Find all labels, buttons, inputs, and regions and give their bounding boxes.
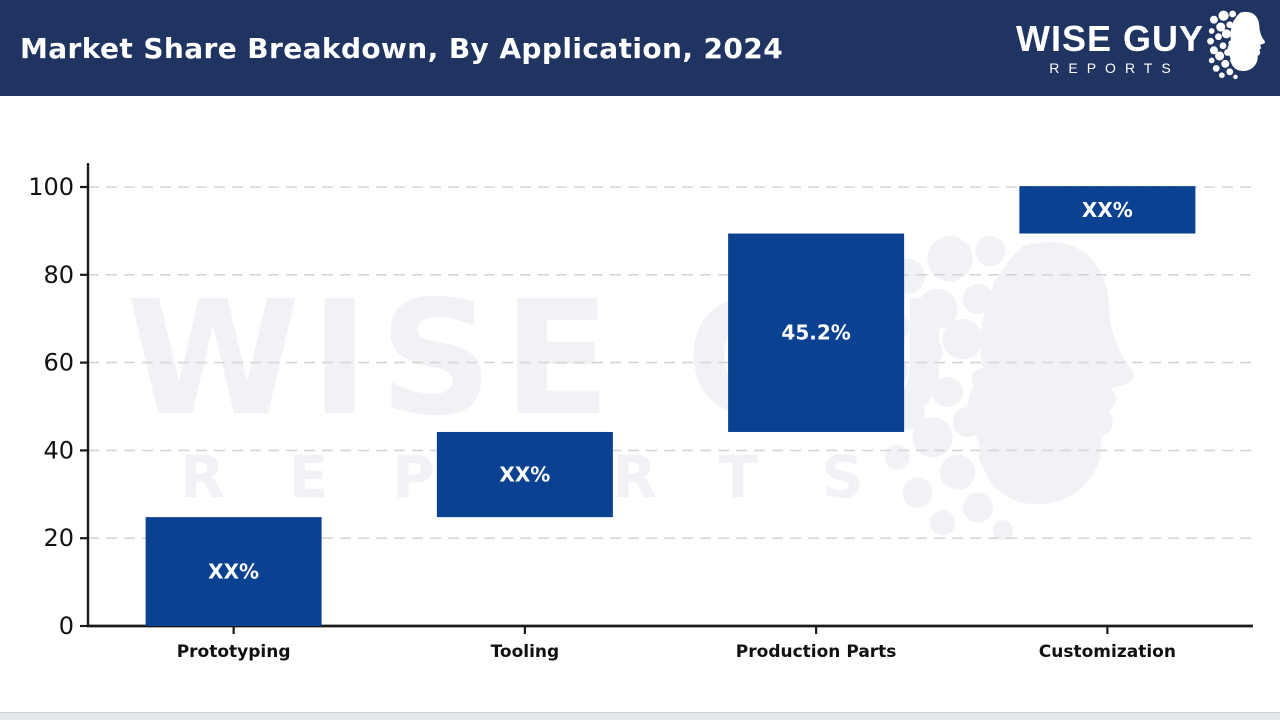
bar-label-production-parts: 45.2% (781, 321, 850, 345)
bar-tooling (436, 431, 613, 518)
y-tick-label-80: 80 (43, 261, 74, 289)
bar-label-customization: XX% (1082, 198, 1133, 222)
logo-subtext: REPORTS (1049, 60, 1180, 76)
page-title: Market Share Breakdown, By Application, … (20, 31, 784, 65)
y-tick-label-40: 40 (43, 436, 74, 464)
y-tick-label-100: 100 (28, 173, 74, 201)
logo-wordmark: WISE GUY (1015, 18, 1204, 59)
x-tick-label-prototyping: Prototyping (177, 642, 291, 662)
x-tick-label-production-parts: Production Parts (736, 642, 897, 662)
y-tick-label-20: 20 (43, 524, 74, 552)
y-tick-label-0: 0 (59, 612, 74, 640)
footer-strip (0, 712, 1280, 720)
bar-prototyping (145, 517, 322, 626)
bar-label-tooling: XX% (499, 463, 550, 487)
brand-logo: WISE GUY REPORTS (1016, 8, 1274, 88)
brand-logo-text: WISE GUY REPORTS (1015, 18, 1204, 76)
x-tick-label-tooling: Tooling (491, 642, 560, 662)
y-tick-label-60: 60 (43, 349, 74, 377)
bar-production-parts (728, 233, 905, 432)
x-tick-label-customization: Customization (1039, 642, 1176, 662)
bar-label-prototyping: XX% (208, 560, 259, 584)
header-bar: Market Share Breakdown, By Application, … (0, 0, 1280, 96)
bar-customization (1019, 186, 1196, 234)
